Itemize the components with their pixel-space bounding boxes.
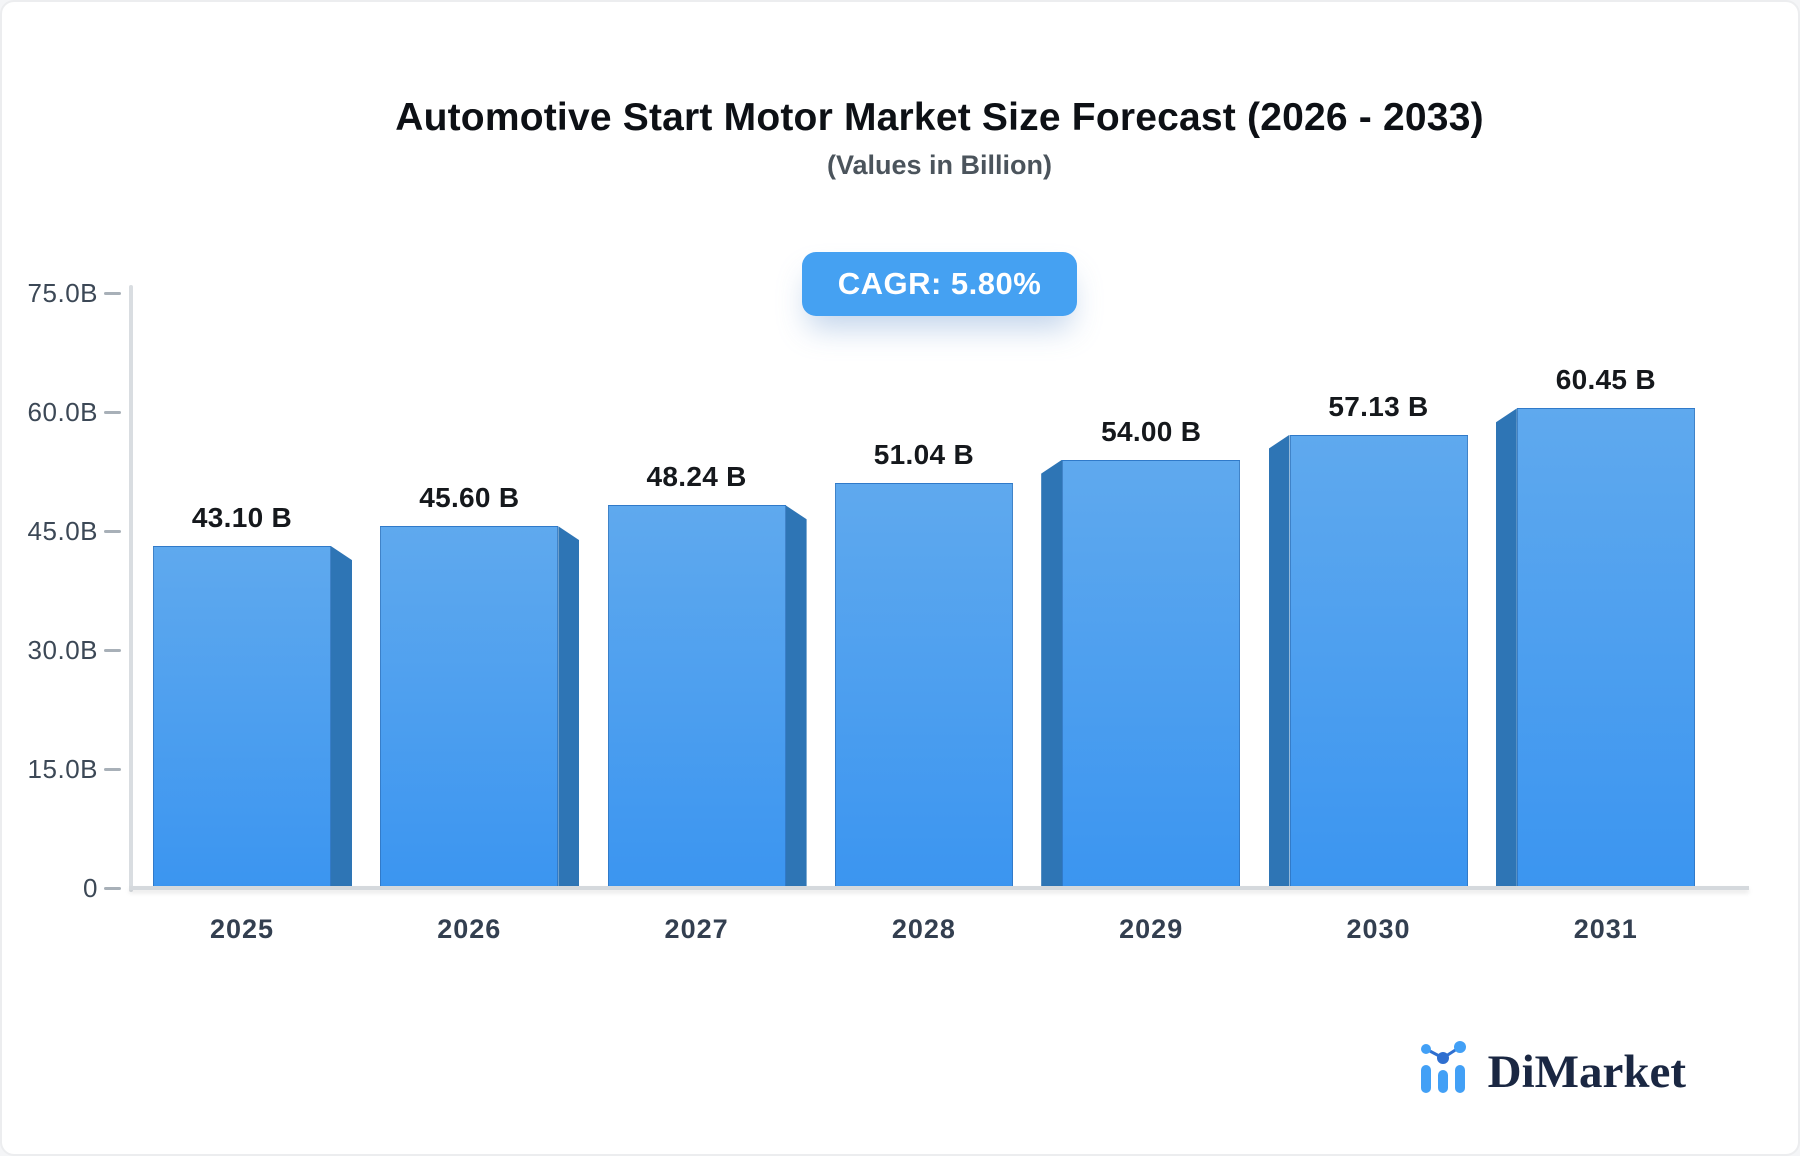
x-axis-line: [129, 886, 1749, 890]
bar-2026: [380, 526, 559, 888]
bar-value-label: 57.13 B: [1328, 390, 1429, 422]
y-axis-tick-mark: [104, 530, 121, 533]
bar-side-face: [1268, 434, 1290, 888]
bar-value-label: 60.45 B: [1555, 364, 1656, 396]
bar-side-face: [558, 526, 580, 888]
x-axis-label: 2025: [209, 914, 275, 944]
brand-name: DiMarket: [1487, 1046, 1686, 1098]
bar-side-face: [331, 546, 352, 888]
x-axis-label: 2031: [1573, 914, 1638, 944]
x-axis-label: 2030: [1346, 914, 1411, 944]
chart-title: Automotive Start Motor Market Size Forec…: [395, 96, 1484, 139]
bar-side-face: [785, 505, 807, 888]
y-axis-tick-label: 75.0B: [27, 278, 98, 308]
y-axis-tick-mark: [104, 887, 121, 890]
x-axis-label: 2027: [664, 914, 729, 944]
bar-2029: [1062, 459, 1241, 888]
y-axis-tick-label: 60.0B: [27, 397, 98, 427]
y-axis-tick-mark: [104, 768, 121, 771]
bar-value-label: 45.60 B: [419, 482, 520, 514]
y-axis-tick-label: 0: [83, 873, 98, 903]
x-axis-label: 2029: [1119, 914, 1184, 944]
bar-value-label: 54.00 B: [1101, 415, 1202, 447]
bar-2030: [1289, 434, 1468, 888]
chart-subtitle: (Values in Billion): [826, 150, 1053, 180]
brand-logo: DiMarket: [1418, 1036, 1686, 1096]
bar-2025: [153, 546, 331, 888]
x-axis-label: 2028: [891, 914, 956, 944]
x-axis-label: 2026: [437, 914, 502, 944]
dimarket-chart-icon: [1420, 1041, 1466, 1093]
bar-2028: [834, 483, 1013, 888]
bar-value-label: 51.04 B: [873, 439, 974, 471]
bar-value-label: 48.24 B: [646, 461, 747, 493]
bar-side-face: [1041, 459, 1063, 888]
y-axis-tick-label: 15.0B: [27, 754, 98, 784]
cagr-badge-row: CAGR: 5.80%: [132, 252, 1747, 316]
cagr-badge: CAGR: 5.80%: [801, 252, 1078, 316]
y-axis-tick-label: 30.0B: [27, 635, 98, 665]
bar-side-face: [1495, 408, 1517, 888]
y-axis-tick-mark: [104, 649, 121, 652]
y-axis-tick-mark: [104, 411, 121, 414]
bar-2031: [1516, 408, 1695, 888]
y-axis-tick-mark: [104, 292, 121, 295]
bar-value-label: 43.10 B: [191, 502, 293, 534]
bar-2027: [607, 505, 786, 888]
y-axis-line: [129, 285, 133, 892]
y-axis-tick-label: 45.0B: [27, 516, 98, 546]
